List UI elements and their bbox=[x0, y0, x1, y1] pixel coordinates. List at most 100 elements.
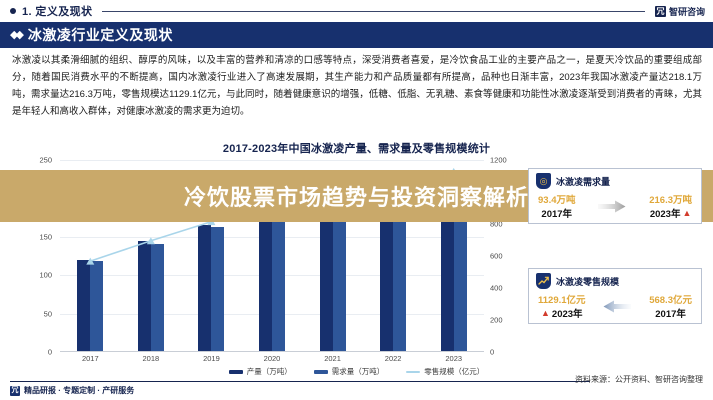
stat-year: 2017年 bbox=[655, 309, 686, 320]
top-bar: 1. 定义及现状 冗 智研咨询 bbox=[0, 0, 713, 22]
target-icon: ◎ bbox=[536, 173, 551, 189]
legend-label: 需求量（万吨） bbox=[331, 367, 385, 376]
bar-group bbox=[137, 241, 164, 351]
info-card-left-stat: 1129.1亿元 ▲ 2023年 bbox=[538, 292, 586, 320]
info-card-demand[interactable]: ◎ 冰激凌需求量 93.4万吨 2017年 216.3万吨 2023年 ▲ bbox=[528, 168, 702, 224]
bar-group bbox=[259, 221, 285, 351]
bar-production bbox=[137, 241, 151, 351]
info-card-body: 93.4万吨 2017年 216.3万吨 2023年 ▲ bbox=[529, 191, 701, 226]
legend-item[interactable]: 需求量（万吨） bbox=[313, 366, 385, 377]
bar-demand bbox=[90, 261, 104, 351]
footer-logo-icon: 冗 bbox=[10, 385, 20, 396]
chart-legend: 产量（万吨） 需求量（万吨） 零售规模（亿元） bbox=[8, 366, 705, 377]
section-heading-title: 冰激凌行业定义及现状 bbox=[27, 27, 173, 43]
x-axis-labels: 2017 2018 2019 2020 2021 2022 2023 bbox=[60, 354, 484, 368]
y-tick-left: 50 bbox=[43, 309, 52, 319]
bar-group bbox=[319, 190, 346, 351]
footer-source: 资料来源：公开资料、智研咨询整理 bbox=[575, 375, 703, 384]
brand-logo: 冗 智研咨询 bbox=[654, 5, 705, 18]
info-card-retail[interactable]: 冰激凌零售规模 1129.1亿元 ▲ 2023年 568.3亿元 2017年 bbox=[528, 268, 702, 324]
x-tick-label: 2022 bbox=[384, 354, 402, 363]
x-tick-label: 2018 bbox=[142, 354, 160, 363]
bar-production bbox=[380, 188, 394, 351]
bar-group bbox=[380, 188, 407, 351]
stat-year-text: 2023年 bbox=[551, 309, 583, 320]
info-card-right-stat: 216.3万吨 2023年 ▲ bbox=[649, 192, 692, 220]
trend-up-icon: ▲ bbox=[540, 307, 550, 318]
stat-year-text: 2023年 bbox=[649, 209, 681, 220]
stat-year: ▲ 2023年 bbox=[541, 306, 583, 320]
bar-production bbox=[259, 221, 272, 351]
stat-value: 93.4万吨 bbox=[538, 195, 576, 206]
info-card-left-stat: 93.4万吨 2017年 bbox=[538, 192, 576, 220]
info-card-title: 冰激凌零售规模 bbox=[556, 276, 620, 287]
bar-demand bbox=[211, 226, 225, 351]
line-marker bbox=[86, 257, 95, 265]
bar-production bbox=[77, 259, 91, 351]
bar-production bbox=[319, 190, 333, 351]
x-tick-label: 2019 bbox=[203, 354, 220, 363]
y-tick-right: 400 bbox=[490, 283, 503, 293]
y-tick-right: 600 bbox=[490, 251, 503, 261]
info-card-header: 冰激凌零售规模 bbox=[529, 269, 701, 291]
arrow-left-icon bbox=[603, 300, 632, 312]
y-tick-left: 150 bbox=[39, 232, 52, 242]
bar-group bbox=[77, 259, 104, 351]
stat-value: 216.3万吨 bbox=[649, 195, 692, 206]
footer-brand: 冗 精品研报 · 专题定制 · 产研服务 bbox=[10, 385, 134, 396]
legend-swatch bbox=[406, 370, 421, 373]
diamond-icon: ◆◆ bbox=[10, 28, 24, 41]
header-divider bbox=[102, 10, 645, 12]
bar-demand bbox=[150, 244, 164, 351]
bar-demand bbox=[332, 191, 346, 351]
stat-year: 2023年 ▲ bbox=[650, 206, 692, 220]
info-card-title: 冰激凌需求量 bbox=[556, 176, 611, 187]
legend-swatch bbox=[228, 369, 243, 374]
y-tick-right: 1200 bbox=[490, 155, 507, 165]
stat-value: 568.3亿元 bbox=[649, 295, 692, 306]
footer-tagline: 精品研报 · 专题定制 · 产研服务 bbox=[24, 386, 135, 395]
body-paragraph: 冰激凌以其柔滑细腻的组织、醇厚的风味，以及丰富的营养和清凉的口感等特点，深受消费… bbox=[12, 55, 702, 117]
x-tick-label: 2023 bbox=[445, 354, 463, 363]
chart-up-icon bbox=[536, 273, 551, 289]
arrow-right-icon bbox=[598, 200, 626, 212]
info-card-header: ◎ 冰激凌需求量 bbox=[529, 169, 701, 191]
legend-item[interactable]: 零售规模（亿元） bbox=[406, 366, 484, 377]
y-tick-left: 0 bbox=[47, 347, 52, 357]
x-axis-line bbox=[60, 351, 484, 352]
bar-production bbox=[440, 185, 454, 351]
brand-logo-text: 智研咨询 bbox=[668, 6, 705, 17]
bar-group bbox=[440, 185, 467, 351]
legend-swatch bbox=[313, 369, 328, 374]
info-card-right-stat: 568.3亿元 2017年 bbox=[649, 292, 692, 320]
bar-production bbox=[198, 225, 212, 351]
bullet-dot-icon bbox=[10, 8, 16, 14]
info-card-body: 1129.1亿元 ▲ 2023年 568.3亿元 2017年 bbox=[529, 291, 701, 326]
plot-area bbox=[60, 160, 484, 352]
bar-group bbox=[198, 225, 225, 351]
footer-divider bbox=[10, 381, 590, 382]
y-tick-right: 800 bbox=[490, 219, 503, 229]
y-tick-right: 200 bbox=[490, 315, 503, 325]
grid-line bbox=[60, 160, 484, 161]
chart-title: 2017-2023年中国冰激凌产量、需求量及零售规模统计 bbox=[222, 143, 491, 155]
y-tick-right: 0 bbox=[490, 347, 495, 357]
bar-demand bbox=[453, 187, 467, 351]
line-marker bbox=[146, 237, 155, 245]
overlay-headline: 冷饮股票市场趋势与投资洞察解析 bbox=[183, 185, 529, 210]
trend-up-icon: ▲ bbox=[682, 207, 692, 218]
y-tick-left: 100 bbox=[39, 270, 52, 280]
y-tick-left: 250 bbox=[39, 155, 52, 165]
bar-demand bbox=[393, 189, 407, 351]
section-heading-band: ◆◆ 冰激凌行业定义及现状 bbox=[0, 22, 713, 48]
bar-demand bbox=[272, 221, 285, 351]
legend-label: 产量（万吨） bbox=[246, 367, 292, 376]
x-tick-label: 2020 bbox=[263, 354, 281, 363]
brand-logo-icon: 冗 bbox=[654, 5, 666, 17]
legend-item[interactable]: 产量（万吨） bbox=[228, 366, 292, 377]
x-tick-label: 2017 bbox=[81, 354, 99, 363]
x-tick-label: 2021 bbox=[324, 354, 341, 363]
legend-label: 零售规模（亿元） bbox=[424, 367, 485, 376]
section-label: 1. 定义及现状 bbox=[22, 6, 93, 18]
